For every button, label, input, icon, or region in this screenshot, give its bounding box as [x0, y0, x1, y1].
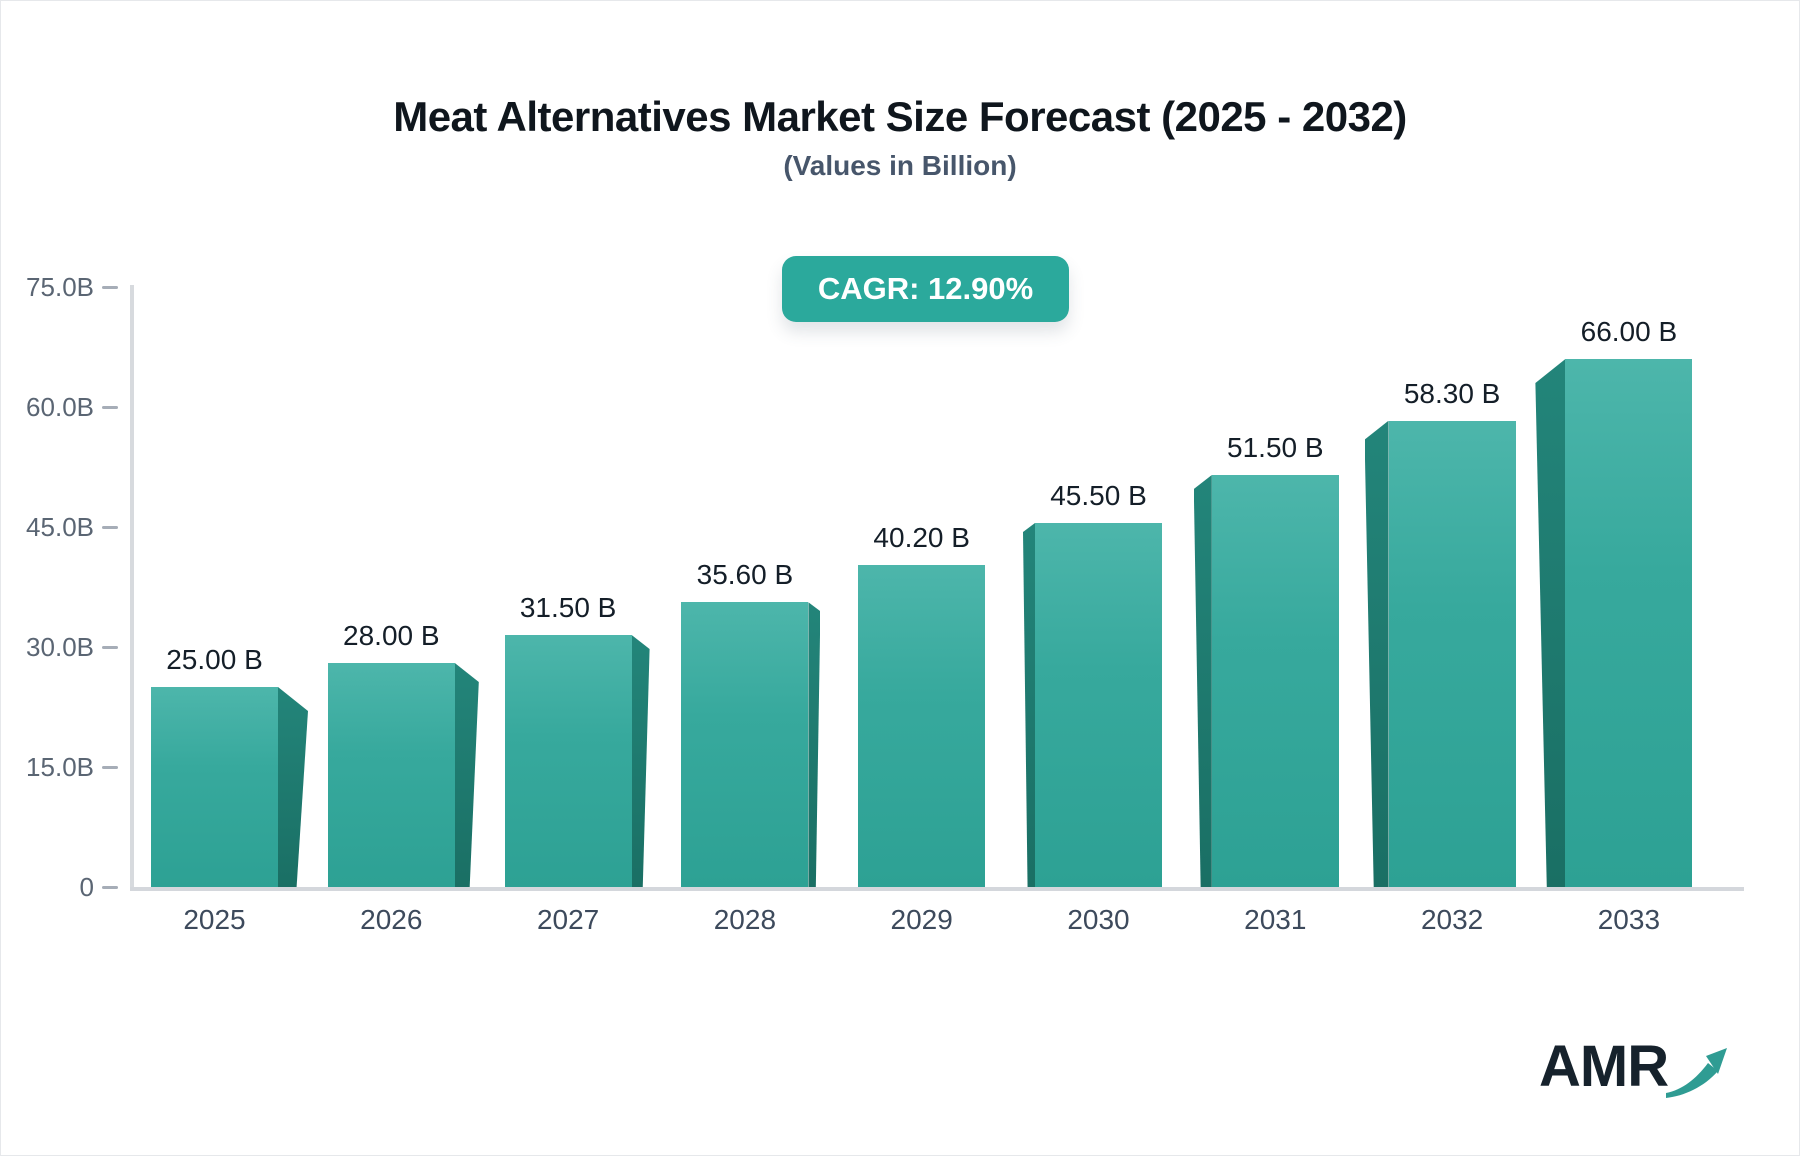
chart-subtitle: (Values in Billion)	[783, 150, 1017, 181]
y-axis-tick-dash	[102, 646, 118, 649]
cagr-badge: CAGR: 12.90%	[782, 256, 1069, 322]
amr-logo-text: AMR	[1539, 1034, 1669, 1099]
bar-value-label: 40.20 B	[873, 522, 970, 554]
bar-value-label: 45.50 B	[1050, 480, 1147, 511]
x-axis-label: 2025	[183, 904, 246, 935]
bar-value-label: 66.00 B	[1580, 316, 1678, 347]
y-axis-line	[130, 285, 134, 891]
y-axis-tick-dash	[102, 766, 118, 769]
y-axis-tick-label: 15.0B	[26, 752, 94, 782]
trend-arrow-icon	[1666, 1048, 1728, 1098]
bar-side-2031	[1193, 475, 1212, 887]
bar-value-label: 28.00 B	[343, 620, 440, 651]
bar-2025	[151, 687, 278, 887]
x-axis-label: 2030	[1067, 904, 1130, 935]
y-axis-tick-dash	[102, 886, 118, 889]
y-axis-tick-label: 75.0B	[26, 272, 94, 302]
bar-side-2027	[631, 635, 650, 887]
chart-title: Meat Alternatives Market Size Forecast (…	[393, 93, 1407, 140]
bar-2029	[858, 565, 986, 887]
bar-2032	[1388, 420, 1516, 887]
bar-side-2033	[1535, 359, 1566, 887]
x-axis-label: 2027	[536, 904, 600, 935]
x-axis-label: 2031	[1244, 904, 1307, 935]
bar-2033	[1565, 359, 1693, 887]
y-axis-tick-dash	[102, 406, 118, 409]
y-axis-tick-dash	[102, 286, 118, 289]
bar-value-label: 51.50 B	[1227, 432, 1324, 463]
x-axis-label: 2029	[890, 904, 953, 935]
bar-side-2026	[454, 663, 479, 887]
bar-2031	[1211, 475, 1339, 887]
bar-side-2032	[1364, 420, 1389, 887]
x-axis-label: 2026	[360, 904, 423, 935]
y-axis-tick-label: 0	[79, 872, 94, 902]
bar-2030	[1035, 523, 1162, 887]
bar-side-2030	[1023, 523, 1035, 887]
x-axis-label: 2028	[713, 904, 777, 935]
bar-2026	[327, 663, 455, 887]
y-axis-tick-label: 45.0B	[26, 512, 94, 542]
bar-value-label: 58.30 B	[1403, 377, 1501, 409]
bar-value-label: 31.50 B	[519, 592, 617, 623]
bar-value-label: 35.60 B	[696, 559, 794, 591]
amr-logo: AMR	[1539, 1035, 1728, 1103]
y-axis-tick-label: 60.0B	[26, 392, 94, 422]
bar-value-label: 25.00 B	[166, 644, 263, 675]
bar-2028	[681, 602, 809, 887]
x-axis-baseline	[130, 887, 1744, 891]
y-axis-tick-dash	[102, 526, 118, 529]
x-axis-label: 2032	[1420, 904, 1484, 935]
bar-2027	[504, 635, 632, 887]
x-axis-label: 2033	[1597, 904, 1661, 935]
bar-side-2028	[808, 602, 821, 887]
y-axis-tick-label: 30.0B	[26, 632, 94, 662]
bar-side-2025	[278, 687, 308, 887]
